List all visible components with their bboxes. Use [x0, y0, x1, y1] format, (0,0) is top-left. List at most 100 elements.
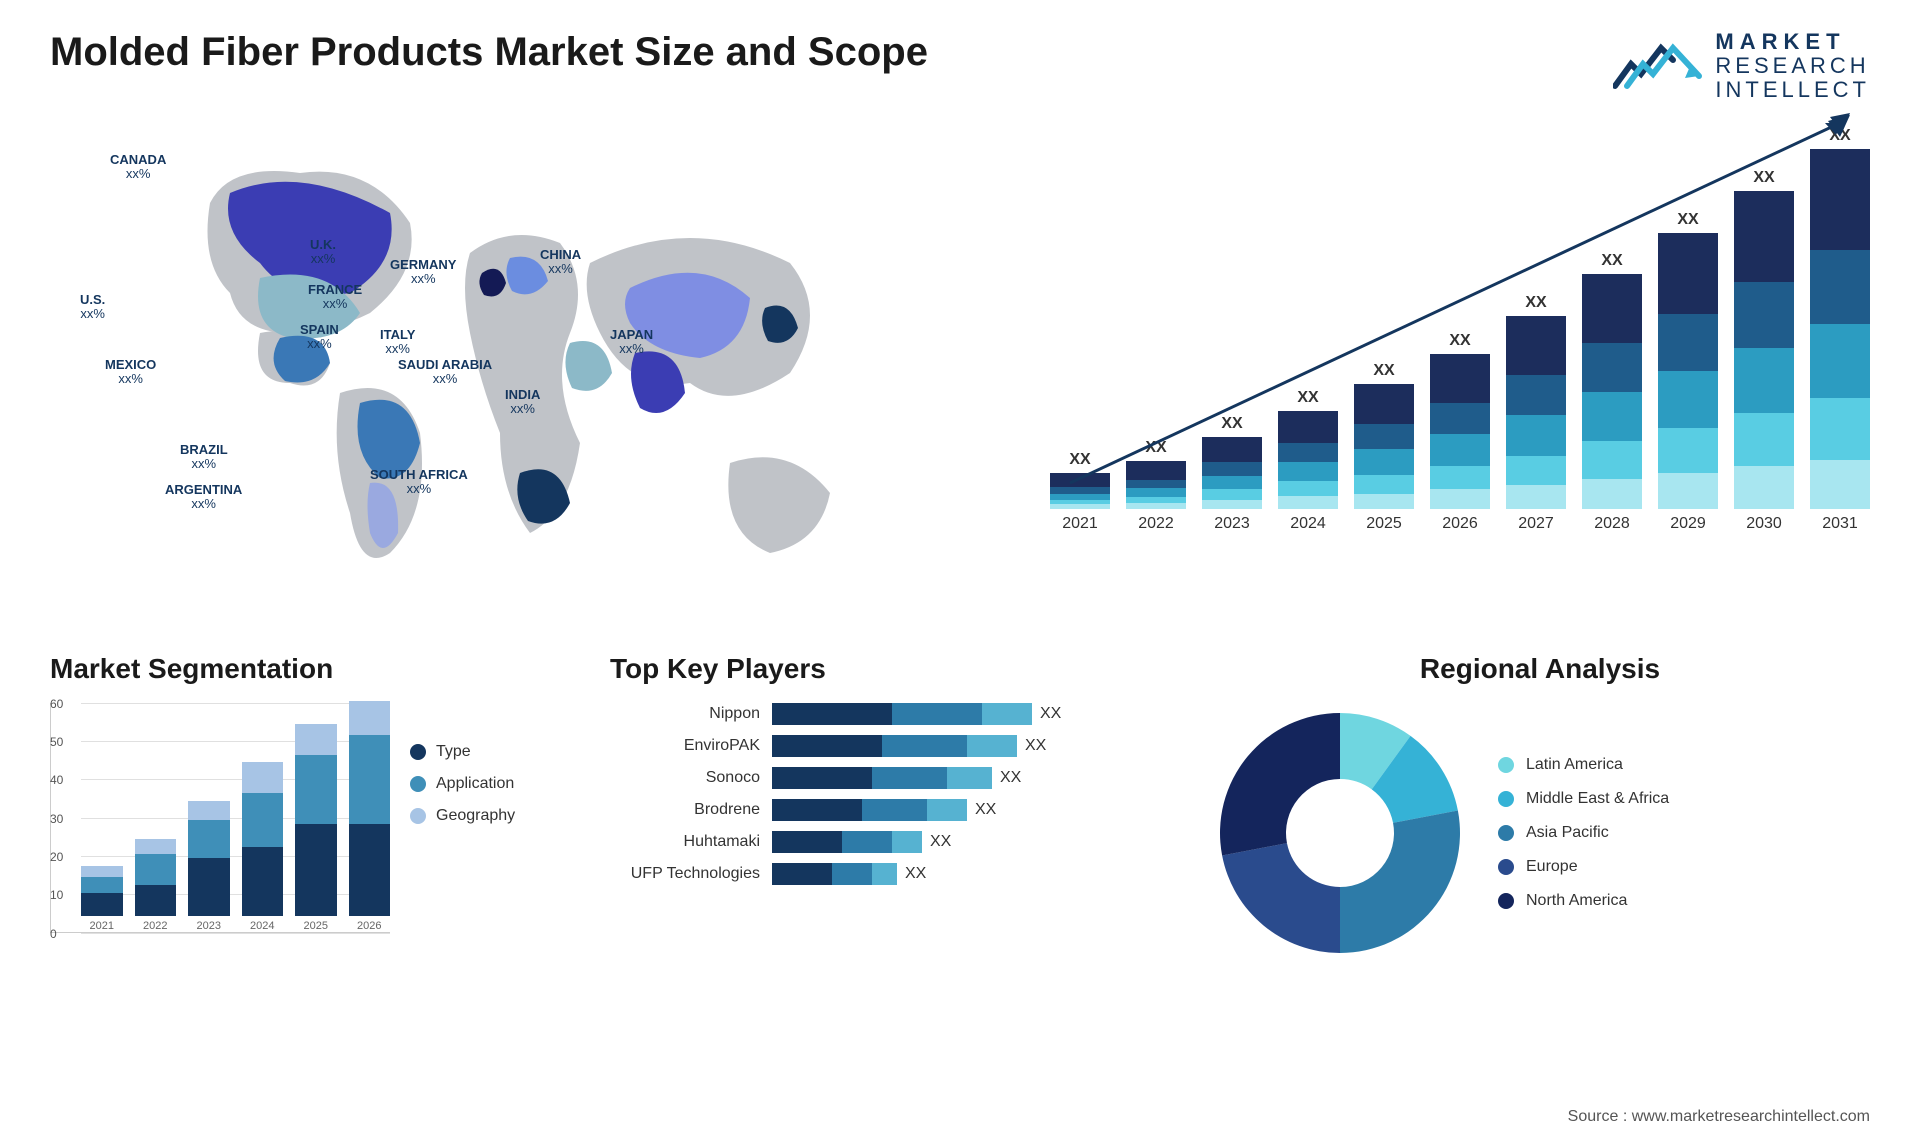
keyplayer-name: Nippon [610, 705, 760, 723]
trend-bar-2022: XX 2022 [1126, 439, 1186, 533]
map-label-argentina: ARGENTINAxx% [165, 483, 242, 512]
trend-year-label: 2029 [1670, 515, 1706, 533]
map-label-canada: CANADAxx% [110, 153, 166, 182]
trend-bar-label: XX [1297, 389, 1318, 407]
map-label-germany: GERMANYxx% [390, 258, 456, 287]
donut-slice [1222, 843, 1340, 953]
trend-bar-label: XX [1829, 127, 1850, 145]
trend-bar-2029: XX 2029 [1658, 211, 1718, 532]
region-legend-item: Europe [1498, 858, 1669, 876]
trend-year-label: 2031 [1822, 515, 1858, 533]
logo-mark-icon [1613, 36, 1703, 96]
keyplayer-value: XX [1025, 737, 1046, 755]
seg-y-tick: 10 [50, 888, 63, 902]
seg-y-tick: 50 [50, 735, 63, 749]
region-legend-item: North America [1498, 892, 1669, 910]
seg-bar-2023: 2023 [188, 801, 230, 932]
trend-bar-label: XX [1753, 169, 1774, 187]
keyplayer-value: XX [1000, 769, 1021, 787]
page-title: Molded Fiber Products Market Size and Sc… [50, 30, 928, 75]
map-label-france: FRANCExx% [308, 283, 362, 312]
seg-bar-2026: 2026 [349, 701, 391, 932]
trend-bar-label: XX [1677, 211, 1698, 229]
trend-bar-label: XX [1525, 294, 1546, 312]
seg-bar-2025: 2025 [295, 724, 337, 932]
map-label-saudi-arabia: SAUDI ARABIAxx% [398, 358, 492, 387]
trend-year-label: 2022 [1138, 515, 1174, 533]
seg-y-tick: 20 [50, 850, 63, 864]
trend-bar-label: XX [1449, 332, 1470, 350]
regional-title: Regional Analysis [1210, 653, 1870, 685]
map-label-u-k-: U.K.xx% [310, 238, 336, 267]
trend-year-label: 2027 [1518, 515, 1554, 533]
trend-bar-2026: XX2026 [1430, 332, 1490, 533]
seg-year-label: 2025 [304, 920, 328, 932]
map-label-india: INDIAxx% [505, 388, 540, 417]
donut-slice [1220, 713, 1340, 855]
seg-y-tick: 40 [50, 773, 63, 787]
keyplayer-name: EnviroPAK [610, 737, 760, 755]
seg-year-label: 2021 [90, 920, 114, 932]
segmentation-panel: Market Segmentation 2021 2022 2023 2024 2025… [50, 653, 570, 983]
keyplayer-value: XX [1040, 705, 1061, 723]
keyplayer-row: Nippon XX [610, 703, 1170, 725]
map-label-south-africa: SOUTH AFRICAxx% [370, 468, 468, 497]
keyplayer-value: XX [905, 865, 926, 883]
trend-year-label: 2021 [1062, 515, 1098, 533]
seg-legend-item: Geography [410, 807, 515, 825]
keyplayer-value: XX [930, 833, 951, 851]
seg-bar-2021: 2021 [81, 866, 123, 932]
region-legend-item: Middle East & Africa [1498, 790, 1669, 808]
source-text: Source : www.marketresearchintellect.com [1568, 1108, 1870, 1126]
trend-year-label: 2023 [1214, 515, 1250, 533]
trend-bar-label: XX [1221, 415, 1242, 433]
keyplayer-row: UFP Technologies XX [610, 863, 1170, 885]
region-legend-item: Latin America [1498, 756, 1669, 774]
segmentation-legend: TypeApplicationGeography [410, 703, 515, 983]
map-label-brazil: BRAZILxx% [180, 443, 228, 472]
trend-bar-2027: XX 2027 [1506, 294, 1566, 533]
keyplayers-title: Top Key Players [610, 653, 1170, 685]
map-label-italy: ITALYxx% [380, 328, 415, 357]
logo-text-3: INTELLECT [1715, 78, 1870, 102]
trend-year-label: 2025 [1366, 515, 1402, 533]
seg-y-tick: 60 [50, 697, 63, 711]
segmentation-title: Market Segmentation [50, 653, 570, 685]
world-map: CANADAxx%U.S.xx%MEXICOxx%BRAZILxx%ARGENT… [50, 133, 990, 613]
seg-bar-2022: 2022 [135, 839, 177, 932]
keyplayer-value: XX [975, 801, 996, 819]
map-label-japan: JAPANxx% [610, 328, 653, 357]
seg-bar-2024: 2024 [242, 762, 284, 931]
logo-text-1: MARKET [1715, 30, 1870, 54]
trend-chart: XX2021XX2022XX2023XX2024XX2025XX2026XX20… [1050, 133, 1870, 613]
keyplayer-name: Sonoco [610, 769, 760, 787]
keyplayer-row: Sonoco XX [610, 767, 1170, 789]
region-legend-item: Asia Pacific [1498, 824, 1669, 842]
keyplayers-panel: Top Key Players NipponXXEnviroPAKXXSonoc… [610, 653, 1170, 983]
keyplayers-list: NipponXXEnviroPAKXXSonocoXXBrodreneXXHuh… [610, 703, 1170, 885]
trend-bar-label: XX [1601, 252, 1622, 270]
trend-bar-2025: XX2025 [1354, 362, 1414, 533]
trend-bar-2024: XX2024 [1278, 389, 1338, 532]
map-label-spain: SPAINxx% [300, 323, 339, 352]
seg-y-tick: 0 [50, 927, 57, 941]
seg-y-tick: 30 [50, 812, 63, 826]
keyplayer-name: Brodrene [610, 801, 760, 819]
seg-year-label: 2022 [143, 920, 167, 932]
keyplayer-name: UFP Technologies [610, 865, 760, 883]
keyplayer-row: Brodrene XX [610, 799, 1170, 821]
regional-panel: Regional Analysis Latin America Middle Ea… [1210, 653, 1870, 983]
keyplayer-row: HuhtamakiXX [610, 831, 1170, 853]
seg-year-label: 2026 [357, 920, 381, 932]
map-label-china: CHINAxx% [540, 248, 581, 277]
trend-bar-2021: XX 2021 [1050, 451, 1110, 533]
donut-slice [1340, 810, 1460, 952]
trend-bar-2028: XX 2028 [1582, 252, 1642, 533]
trend-bar-label: XX [1145, 439, 1166, 457]
seg-legend-item: Type [410, 743, 515, 761]
trend-year-label: 2030 [1746, 515, 1782, 533]
map-label-u-s-: U.S.xx% [80, 293, 105, 322]
trend-year-label: 2028 [1594, 515, 1630, 533]
trend-bar-label: XX [1069, 451, 1090, 469]
seg-year-label: 2024 [250, 920, 274, 932]
